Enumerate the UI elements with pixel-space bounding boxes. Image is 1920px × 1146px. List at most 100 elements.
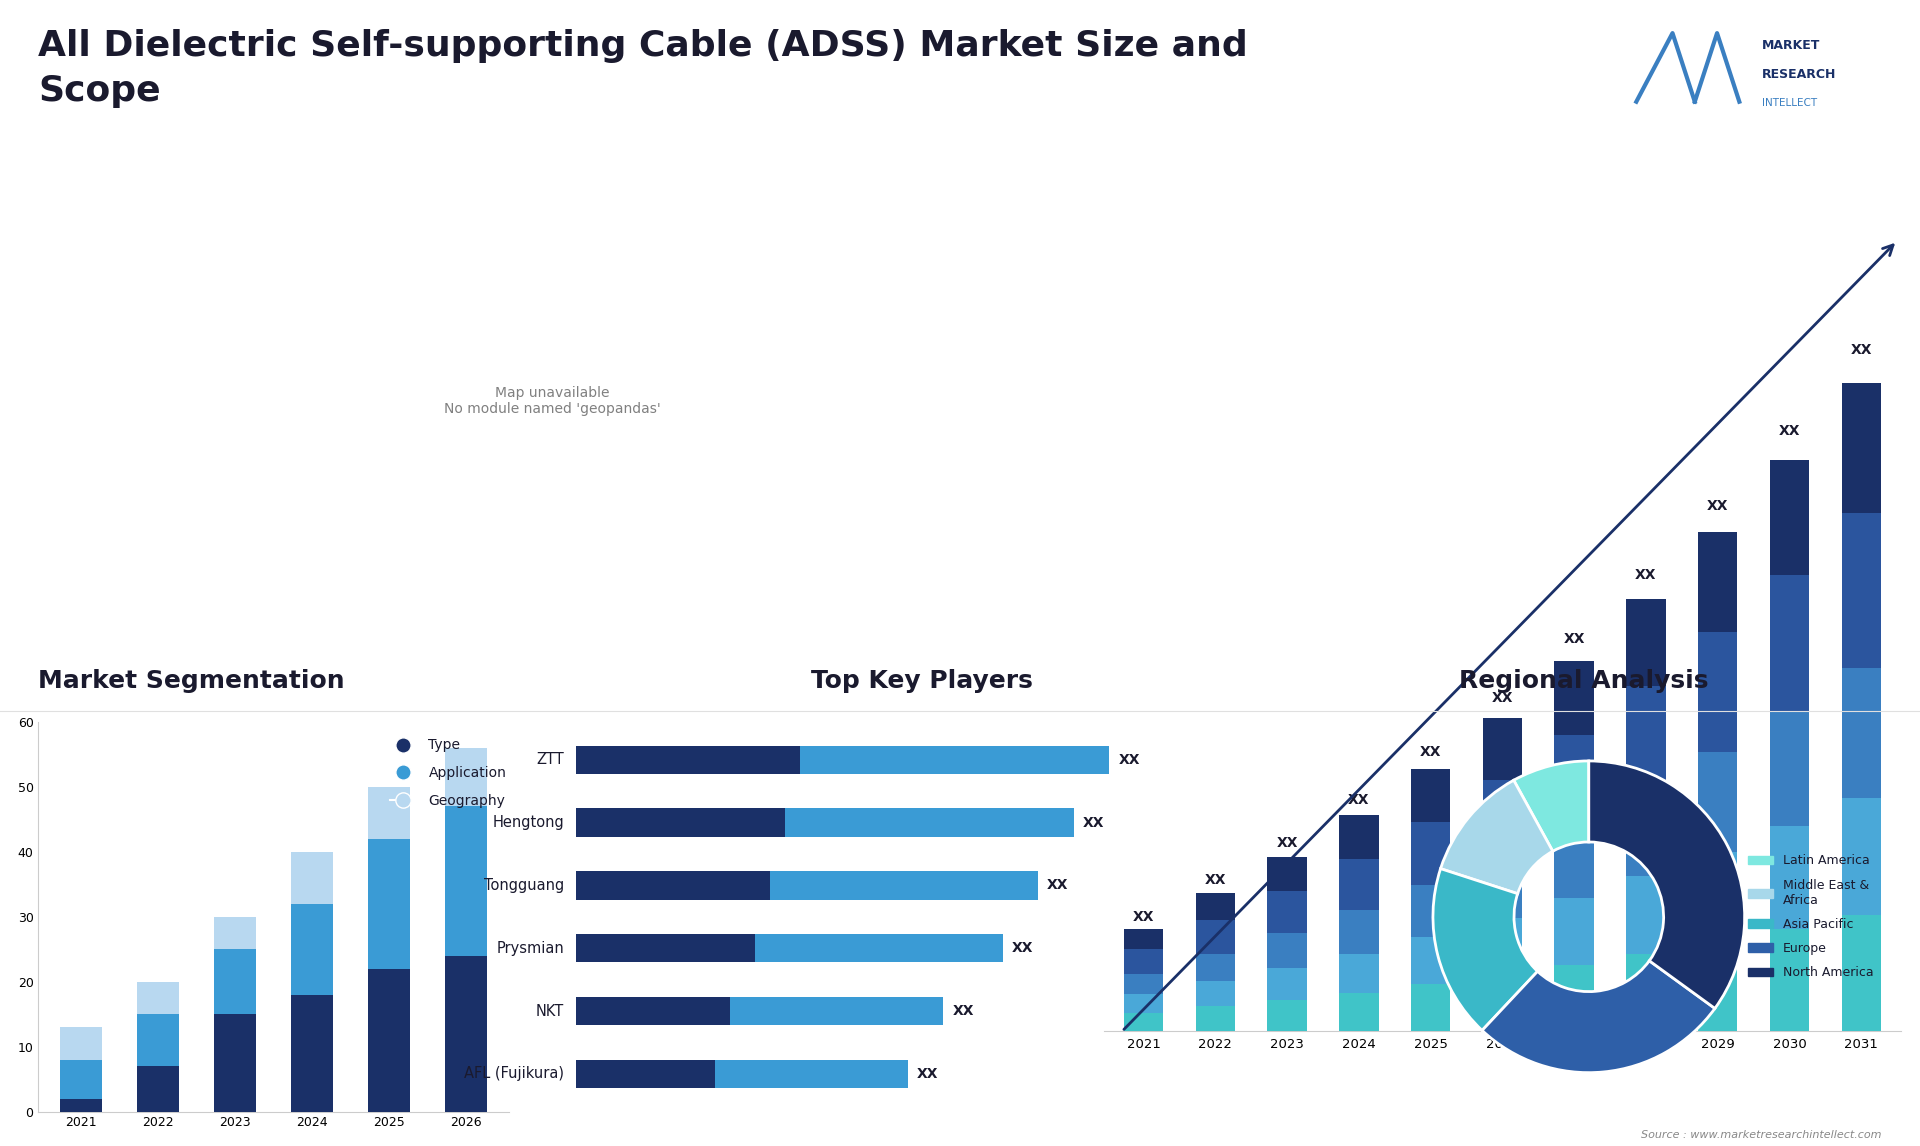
Bar: [1123, 1013, 1164, 1031]
Bar: [1841, 915, 1882, 1031]
Text: XX: XX: [1851, 344, 1872, 358]
Bar: [369, 839, 411, 968]
Bar: [1123, 974, 1164, 995]
Text: XX: XX: [1778, 424, 1801, 438]
Bar: [1841, 383, 1882, 513]
Text: MARKET: MARKET: [1763, 39, 1820, 52]
Text: Regional Analysis: Regional Analysis: [1459, 669, 1709, 693]
Bar: [136, 1014, 179, 1066]
Bar: [1770, 574, 1809, 712]
Bar: [1338, 815, 1379, 858]
Text: XX: XX: [1563, 633, 1584, 646]
Bar: [445, 956, 488, 1112]
Bar: [576, 997, 730, 1026]
Bar: [785, 808, 1073, 837]
Bar: [445, 748, 488, 807]
Bar: [292, 995, 334, 1112]
Text: Market Segmentation: Market Segmentation: [38, 669, 346, 693]
Text: Map unavailable
No module named 'geopandas': Map unavailable No module named 'geopand…: [444, 386, 660, 416]
Text: NKT: NKT: [536, 1004, 564, 1019]
Text: XX: XX: [1636, 568, 1657, 582]
Bar: [136, 1066, 179, 1112]
Text: Tongguang: Tongguang: [484, 878, 564, 893]
Text: XX: XX: [918, 1067, 939, 1081]
Bar: [576, 1060, 716, 1088]
Text: XX: XX: [1204, 873, 1227, 887]
Bar: [1267, 856, 1308, 892]
Bar: [1697, 851, 1738, 942]
Bar: [1196, 893, 1235, 920]
Bar: [213, 949, 255, 1014]
Bar: [1411, 822, 1450, 885]
Bar: [1555, 661, 1594, 735]
Bar: [1123, 949, 1164, 974]
Bar: [292, 904, 334, 995]
Text: XX: XX: [952, 1004, 973, 1018]
Bar: [576, 871, 770, 900]
Bar: [213, 1014, 255, 1112]
Bar: [369, 787, 411, 839]
Bar: [1626, 876, 1667, 953]
Text: XX: XX: [1083, 816, 1104, 830]
Bar: [1338, 992, 1379, 1031]
Bar: [1267, 1000, 1308, 1031]
Text: XX: XX: [1421, 745, 1442, 759]
Bar: [1555, 824, 1594, 898]
Bar: [1482, 918, 1523, 975]
Bar: [1770, 461, 1809, 574]
Text: AFL (Fujikura): AFL (Fujikura): [465, 1067, 564, 1082]
Bar: [1841, 513, 1882, 668]
Text: XX: XX: [1492, 691, 1513, 705]
Bar: [1411, 885, 1450, 937]
Bar: [1267, 934, 1308, 968]
Bar: [60, 1027, 102, 1060]
Bar: [1626, 685, 1667, 790]
Text: Source : www.marketresearchintellect.com: Source : www.marketresearchintellect.com: [1642, 1130, 1882, 1140]
Bar: [1697, 633, 1738, 752]
Bar: [1338, 953, 1379, 992]
Text: XX: XX: [1277, 835, 1298, 849]
Bar: [213, 917, 255, 949]
Text: INTELLECT: INTELLECT: [1763, 97, 1816, 108]
Text: XX: XX: [1348, 793, 1369, 807]
Text: XX: XX: [1012, 941, 1033, 956]
Bar: [730, 997, 943, 1026]
Bar: [1770, 712, 1809, 826]
Bar: [1555, 898, 1594, 965]
Bar: [1482, 856, 1523, 918]
Bar: [1411, 984, 1450, 1031]
Bar: [1338, 858, 1379, 910]
Text: Hengtong: Hengtong: [492, 815, 564, 830]
Bar: [1770, 928, 1809, 1031]
Bar: [576, 746, 801, 774]
Bar: [1841, 798, 1882, 915]
Text: XX: XX: [1133, 910, 1154, 925]
Bar: [1697, 533, 1738, 633]
Wedge shape: [1513, 761, 1590, 851]
Wedge shape: [1482, 960, 1715, 1073]
Bar: [60, 1060, 102, 1099]
Bar: [1482, 717, 1523, 780]
Bar: [801, 746, 1110, 774]
Bar: [1196, 981, 1235, 1006]
Legend: Type, Application, Geography: Type, Application, Geography: [384, 732, 513, 814]
Wedge shape: [1440, 780, 1553, 894]
Bar: [1626, 953, 1667, 1031]
Bar: [1482, 780, 1523, 856]
Bar: [576, 808, 785, 837]
Bar: [1338, 910, 1379, 953]
Wedge shape: [1590, 761, 1745, 1008]
Bar: [1123, 995, 1164, 1013]
Text: Top Key Players: Top Key Players: [810, 669, 1033, 693]
Text: Prysmian: Prysmian: [497, 941, 564, 956]
Bar: [1411, 769, 1450, 822]
Bar: [1267, 968, 1308, 1000]
Text: All Dielectric Self-supporting Cable (ADSS) Market Size and: All Dielectric Self-supporting Cable (AD…: [38, 29, 1248, 63]
Bar: [1482, 975, 1523, 1031]
Text: XX: XX: [1117, 753, 1140, 767]
Text: RESEARCH: RESEARCH: [1763, 68, 1836, 80]
Bar: [1555, 965, 1594, 1031]
Bar: [292, 851, 334, 904]
Bar: [1626, 790, 1667, 876]
Bar: [1196, 1006, 1235, 1031]
